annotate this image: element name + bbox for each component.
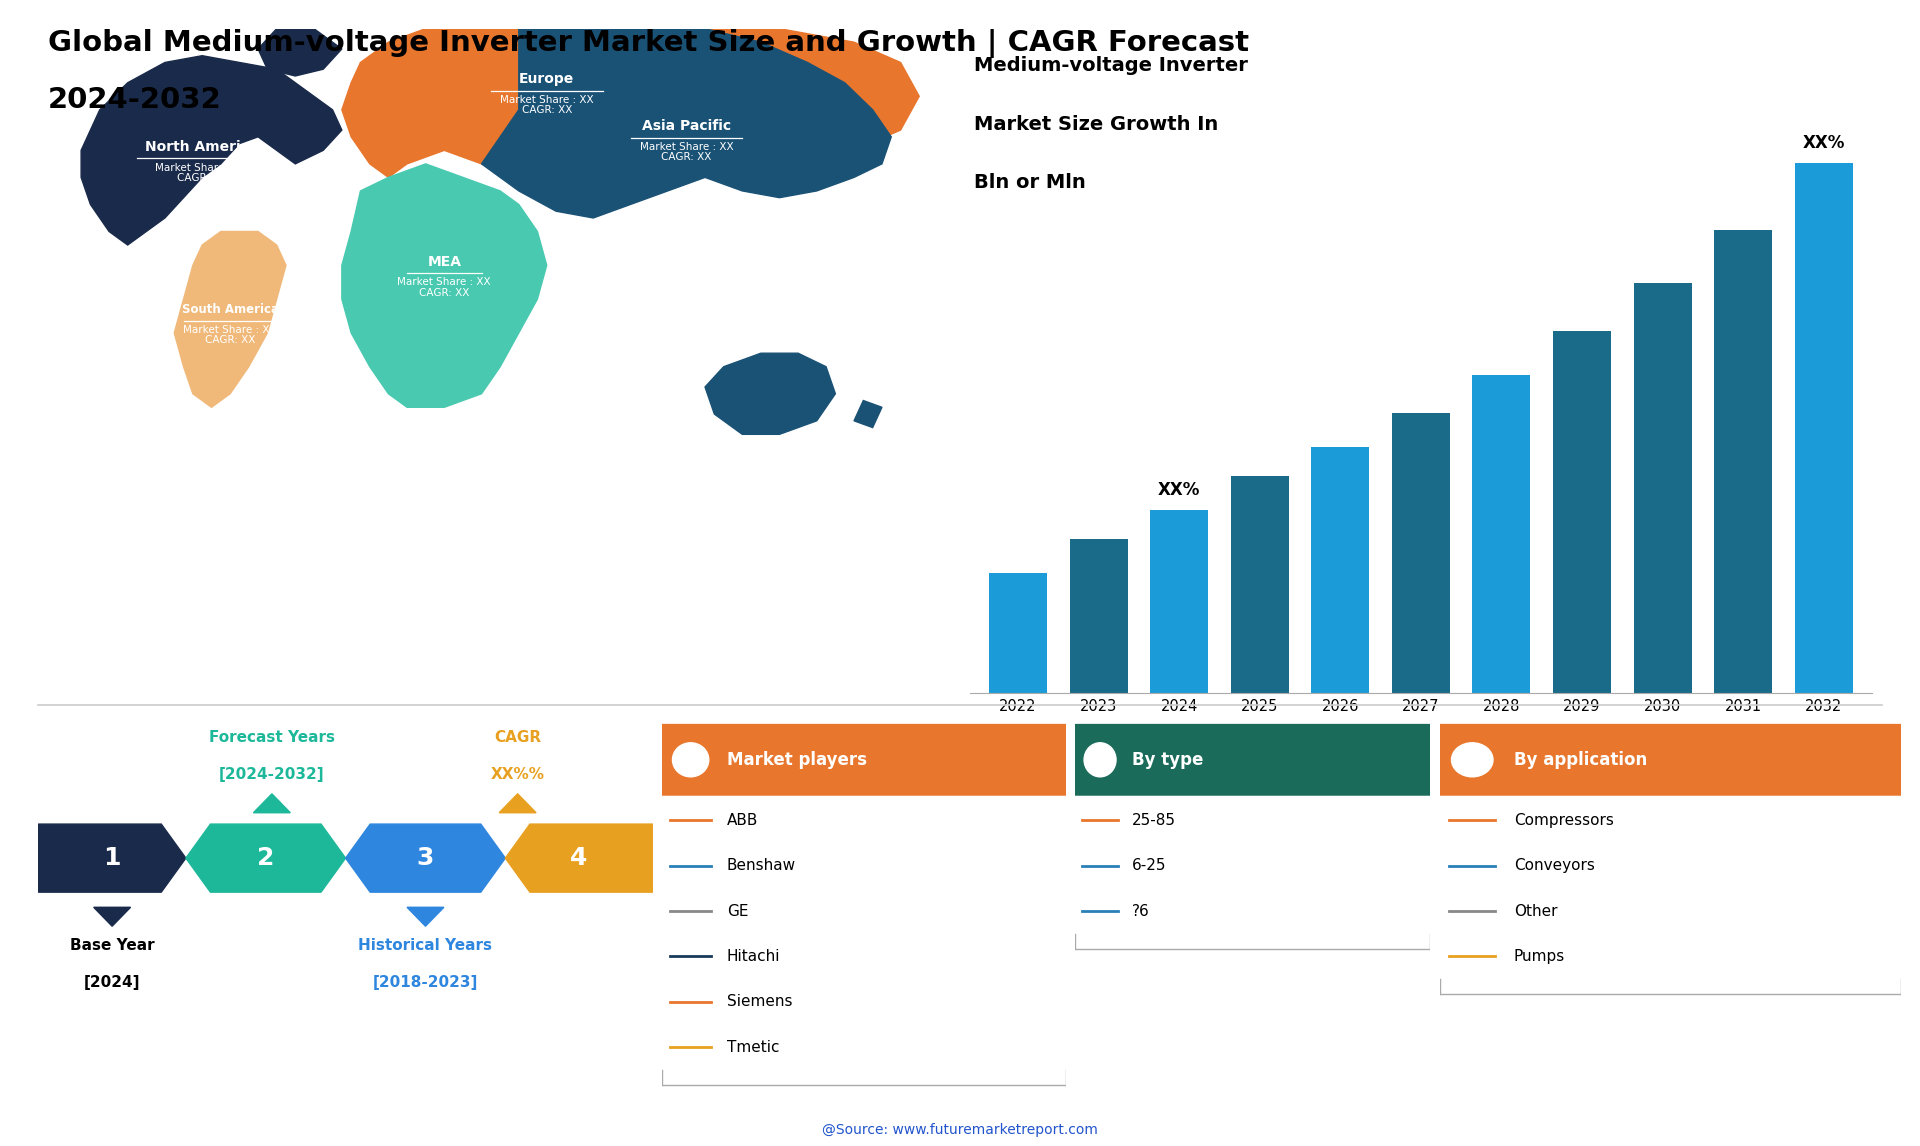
Text: MEA: MEA	[428, 254, 461, 268]
Bar	[1715, 230, 1772, 693]
Polygon shape	[175, 231, 286, 407]
Polygon shape	[499, 794, 536, 813]
Bar	[1795, 163, 1853, 693]
Text: Other: Other	[1513, 903, 1557, 919]
Text: [2024]: [2024]	[84, 975, 140, 990]
Text: CAGR: XX: CAGR: XX	[177, 173, 227, 182]
Polygon shape	[482, 29, 891, 218]
Text: Market Share : XX: Market Share : XX	[499, 95, 593, 105]
Text: [2024-2032]: [2024-2032]	[219, 768, 324, 783]
Polygon shape	[346, 824, 505, 892]
Text: XX%: XX%	[1803, 134, 1845, 152]
Text: CAGR: XX: CAGR: XX	[205, 335, 255, 345]
Text: 4: 4	[570, 846, 588, 870]
Text: [2018-2023]: [2018-2023]	[372, 975, 478, 990]
Text: @Source: www.futuremarketreport.com: @Source: www.futuremarketreport.com	[822, 1123, 1098, 1137]
Text: 3: 3	[417, 846, 434, 870]
Bar	[1069, 539, 1127, 693]
Bar	[1473, 375, 1530, 693]
Text: Market Share : XX: Market Share : XX	[639, 142, 733, 152]
Text: Historical Years: Historical Years	[359, 937, 492, 952]
Bar	[989, 573, 1046, 693]
Text: CAGR: XX: CAGR: XX	[660, 152, 712, 163]
Text: Medium-voltage Inverter: Medium-voltage Inverter	[973, 56, 1248, 76]
Text: 6-25: 6-25	[1133, 858, 1167, 873]
Bar	[1231, 477, 1288, 693]
Text: ?6: ?6	[1133, 903, 1150, 919]
Text: Market Share : XX: Market Share : XX	[156, 163, 250, 173]
Text: Market Size Growth In: Market Size Growth In	[973, 115, 1217, 134]
Polygon shape	[407, 908, 444, 926]
Polygon shape	[257, 29, 342, 76]
Polygon shape	[253, 794, 290, 813]
Bar	[1634, 283, 1692, 693]
Text: Compressors: Compressors	[1513, 813, 1613, 827]
Bar	[1553, 331, 1611, 693]
Bar	[1392, 414, 1450, 693]
Text: 2: 2	[257, 846, 275, 870]
Circle shape	[1452, 743, 1494, 777]
Text: Europe: Europe	[518, 72, 574, 86]
Text: CAGR: XX: CAGR: XX	[419, 288, 470, 298]
Text: Market players: Market players	[728, 751, 868, 769]
Polygon shape	[81, 56, 342, 245]
Text: North America: North America	[146, 140, 259, 154]
Text: South America: South America	[182, 303, 278, 316]
Text: By type: By type	[1133, 751, 1204, 769]
FancyBboxPatch shape	[1432, 724, 1908, 795]
FancyBboxPatch shape	[657, 724, 1071, 795]
Polygon shape	[705, 353, 835, 434]
Text: 2024-2032: 2024-2032	[48, 86, 221, 113]
Text: 25-85: 25-85	[1133, 813, 1177, 827]
Text: GE: GE	[728, 903, 749, 919]
Text: Base Year: Base Year	[69, 937, 154, 952]
Text: Asia Pacific: Asia Pacific	[641, 119, 732, 133]
Polygon shape	[854, 401, 881, 427]
Polygon shape	[186, 824, 346, 892]
Text: XX%: XX%	[1158, 481, 1200, 500]
Polygon shape	[342, 164, 547, 407]
Text: ABB: ABB	[728, 813, 758, 827]
Text: XX%%: XX%%	[492, 768, 545, 783]
Bar	[1150, 510, 1208, 693]
Text: CAGR: CAGR	[493, 730, 541, 745]
Text: Benshaw: Benshaw	[728, 858, 797, 873]
Text: Pumps: Pumps	[1513, 949, 1565, 964]
Text: Market Share : XX: Market Share : XX	[182, 324, 276, 335]
Circle shape	[1085, 743, 1116, 777]
Text: Siemens: Siemens	[728, 995, 793, 1010]
Circle shape	[672, 743, 708, 777]
Text: By application: By application	[1513, 751, 1647, 769]
Text: Bln or Mln: Bln or Mln	[973, 173, 1085, 193]
Text: Conveyors: Conveyors	[1513, 858, 1596, 873]
FancyBboxPatch shape	[1069, 724, 1436, 795]
Polygon shape	[94, 908, 131, 926]
Text: Global Medium-voltage Inverter Market Size and Growth | CAGR Forecast: Global Medium-voltage Inverter Market Si…	[48, 29, 1250, 57]
Text: Tmetic: Tmetic	[728, 1039, 780, 1054]
Polygon shape	[38, 824, 186, 892]
Polygon shape	[505, 824, 653, 892]
Text: Market Share : XX: Market Share : XX	[397, 277, 492, 288]
Text: Forecast Years: Forecast Years	[209, 730, 334, 745]
Polygon shape	[342, 29, 920, 191]
Text: Hitachi: Hitachi	[728, 949, 780, 964]
Bar	[1311, 447, 1369, 693]
Text: CAGR: XX: CAGR: XX	[522, 105, 572, 115]
Text: 1: 1	[104, 846, 121, 870]
